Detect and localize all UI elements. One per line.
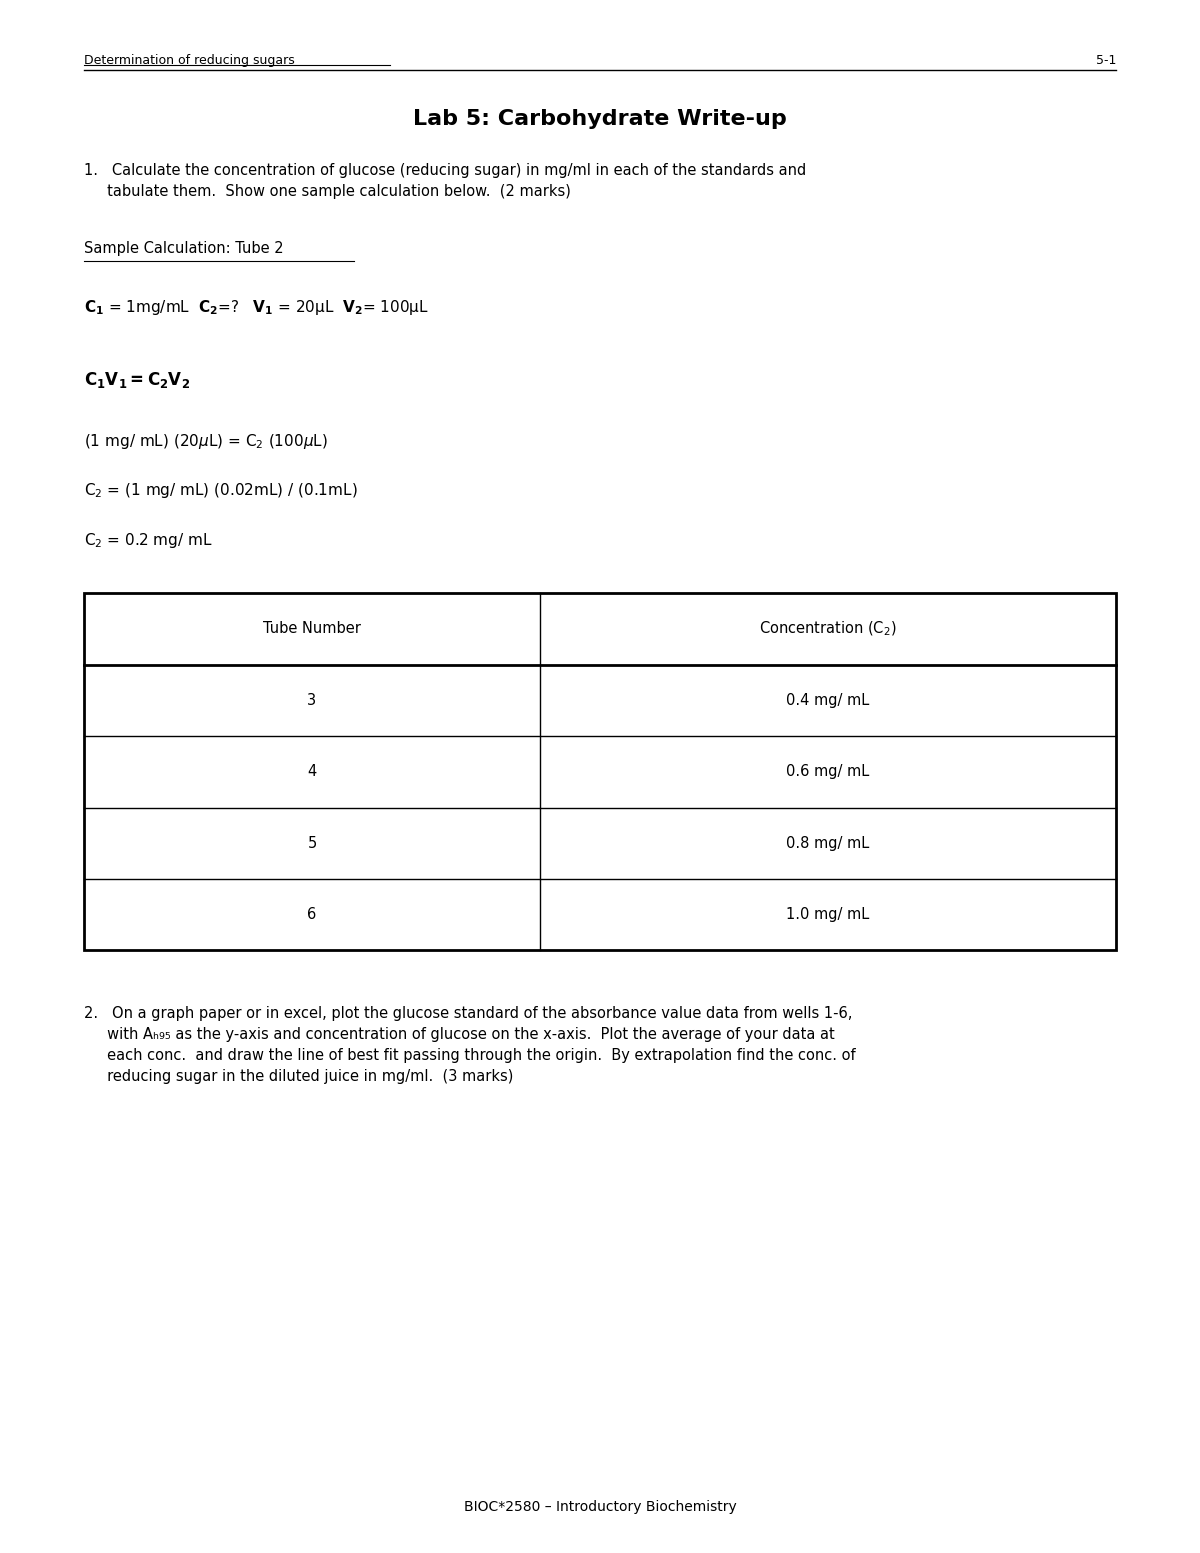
Text: 4: 4 [307, 764, 317, 780]
FancyBboxPatch shape [84, 593, 1116, 950]
Text: 5-1: 5-1 [1096, 54, 1116, 67]
Text: 6: 6 [307, 907, 317, 922]
Text: $\mathbf{C_1V_1 = C_2V_2}$: $\mathbf{C_1V_1 = C_2V_2}$ [84, 370, 190, 390]
Text: BIOC*2580 – Introductory Biochemistry: BIOC*2580 – Introductory Biochemistry [463, 1500, 737, 1514]
Text: 3: 3 [307, 693, 317, 708]
Text: Tube Number: Tube Number [263, 621, 361, 637]
Text: Sample Calculation: Tube 2: Sample Calculation: Tube 2 [84, 241, 283, 256]
Text: 1.0 mg/ mL: 1.0 mg/ mL [786, 907, 870, 922]
Text: 0.8 mg/ mL: 0.8 mg/ mL [786, 836, 870, 851]
Text: 0.4 mg/ mL: 0.4 mg/ mL [786, 693, 870, 708]
Text: Lab 5: Carbohydrate Write-up: Lab 5: Carbohydrate Write-up [413, 109, 787, 129]
Text: C$_2$ = 0.2 mg/ mL: C$_2$ = 0.2 mg/ mL [84, 531, 212, 550]
Text: 5: 5 [307, 836, 317, 851]
Text: $\mathbf{C_1}$ = 1mg/mL  $\mathbf{C_2}$=?   $\mathbf{V_1}$ = 20μL  $\mathbf{V_2}: $\mathbf{C_1}$ = 1mg/mL $\mathbf{C_2}$=?… [84, 298, 430, 317]
Text: C$_2$ = (1 mg/ mL) (0.02mL) / (0.1mL): C$_2$ = (1 mg/ mL) (0.02mL) / (0.1mL) [84, 481, 358, 500]
Text: Concentration (C$_2$): Concentration (C$_2$) [760, 620, 896, 638]
Text: 2.   On a graph paper or in excel, plot the glucose standard of the absorbance v: 2. On a graph paper or in excel, plot th… [84, 1006, 856, 1084]
Text: 0.6 mg/ mL: 0.6 mg/ mL [786, 764, 870, 780]
Text: 1.   Calculate the concentration of glucose (reducing sugar) in mg/ml in each of: 1. Calculate the concentration of glucos… [84, 163, 806, 199]
Text: (1 mg/ mL) (20$\mu$L) = C$_2$ (100$\mu$L): (1 mg/ mL) (20$\mu$L) = C$_2$ (100$\mu$L… [84, 432, 328, 450]
Text: Determination of reducing sugars: Determination of reducing sugars [84, 54, 295, 67]
